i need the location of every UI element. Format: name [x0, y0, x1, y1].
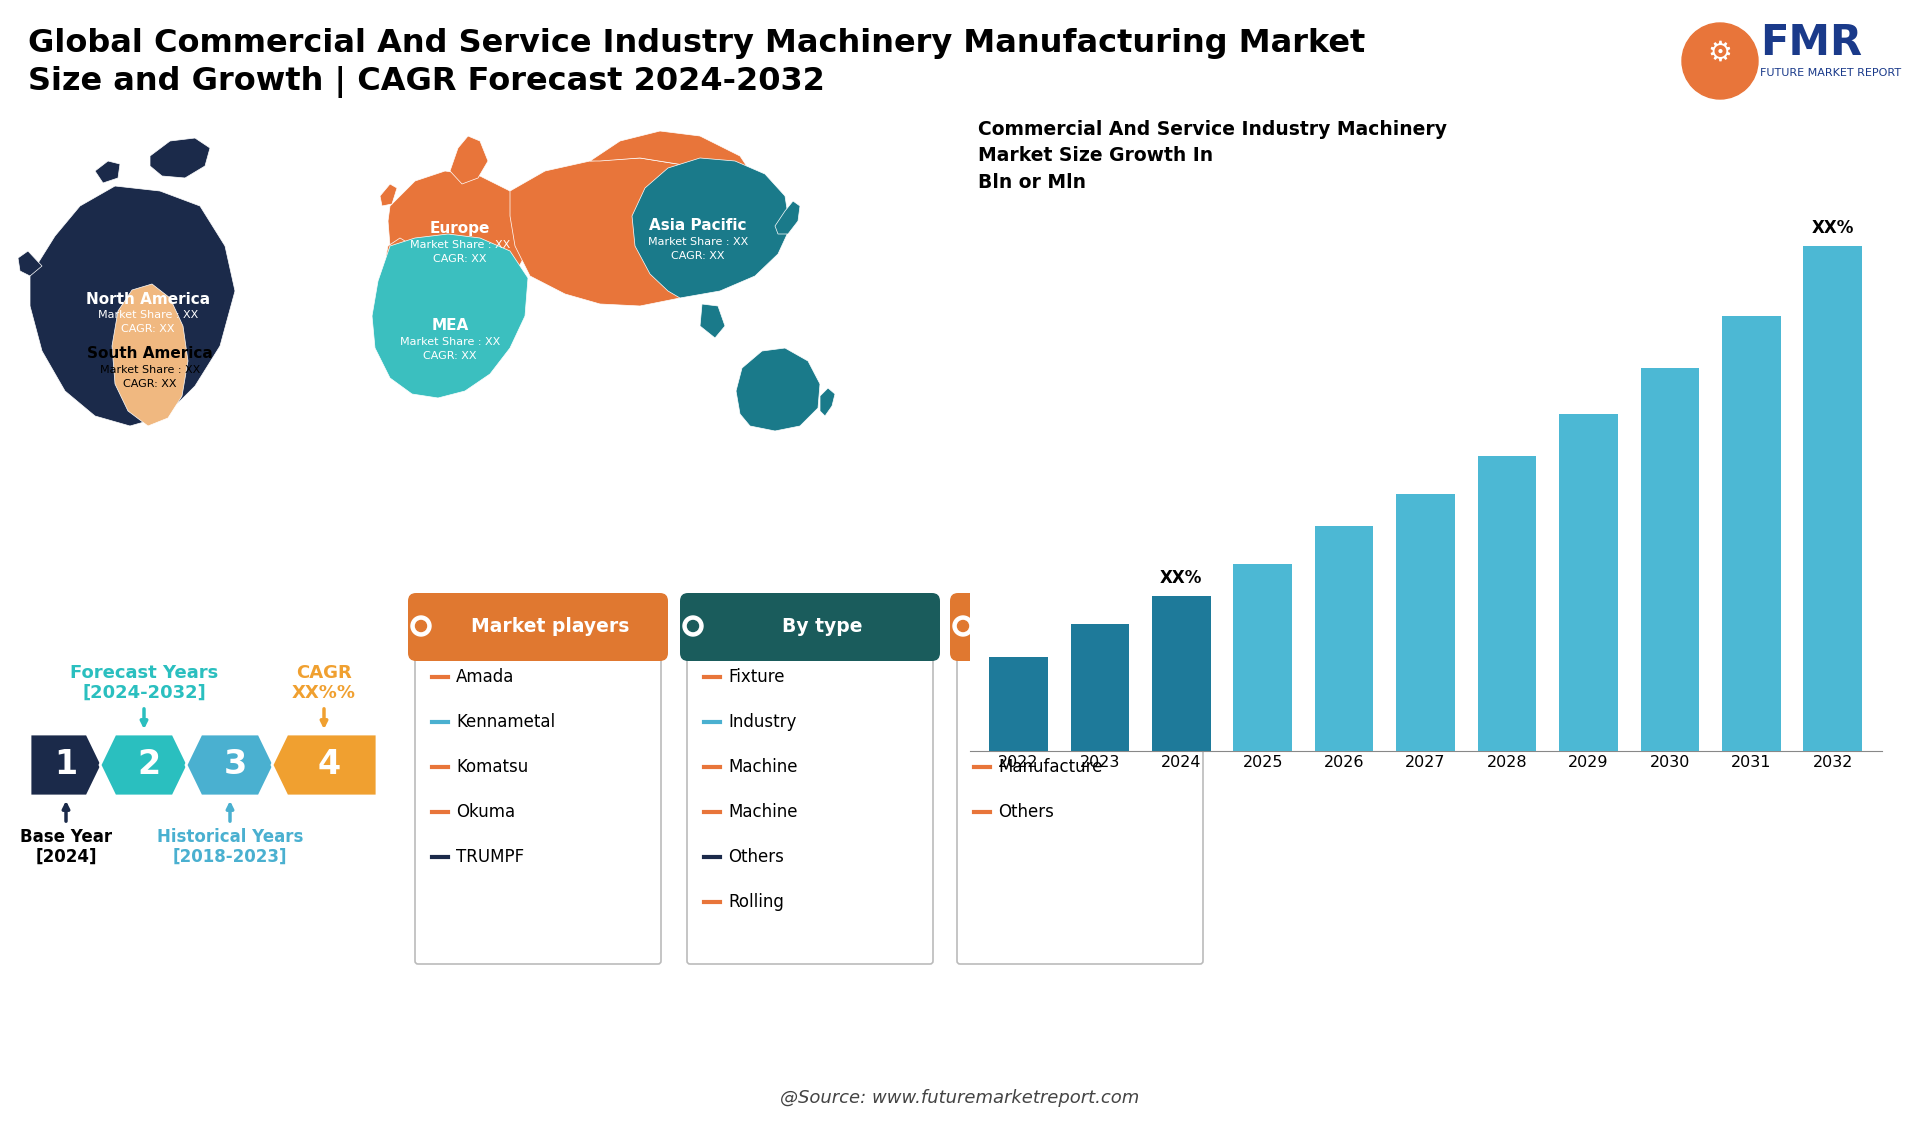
FancyBboxPatch shape	[680, 592, 941, 661]
Bar	[1640, 368, 1699, 751]
Polygon shape	[17, 251, 42, 276]
Text: Commercial And Service Industry Machinery
Market Size Growth In
Bln or Mln: Commercial And Service Industry Machiner…	[977, 120, 1448, 191]
Bar	[1478, 456, 1536, 751]
Text: North America: North America	[86, 291, 209, 306]
Text: Market Share : XX: Market Share : XX	[409, 240, 511, 250]
Text: Okuma: Okuma	[457, 803, 515, 821]
Text: Machine: Machine	[728, 758, 797, 776]
Polygon shape	[31, 733, 102, 796]
Polygon shape	[111, 284, 188, 426]
FancyBboxPatch shape	[407, 592, 668, 661]
Text: Asia Pacific: Asia Pacific	[649, 219, 747, 234]
Text: Kennametal: Kennametal	[457, 713, 555, 731]
Text: [2018-2023]: [2018-2023]	[173, 848, 288, 866]
Text: Market Share : XX: Market Share : XX	[98, 311, 198, 320]
Polygon shape	[735, 348, 820, 431]
Bar	[1315, 526, 1373, 751]
Text: ⚙: ⚙	[1707, 39, 1732, 66]
Polygon shape	[186, 733, 275, 796]
Text: CAGR: CAGR	[296, 664, 351, 682]
Text: [2024-2032]: [2024-2032]	[83, 684, 205, 702]
Polygon shape	[380, 185, 397, 206]
Polygon shape	[100, 733, 188, 796]
Text: Market Share : XX: Market Share : XX	[647, 237, 749, 248]
Polygon shape	[820, 388, 835, 416]
Text: Manufacture: Manufacture	[998, 758, 1102, 776]
Text: FUTURE MARKET REPORT: FUTURE MARKET REPORT	[1761, 68, 1901, 78]
Text: By type: By type	[781, 617, 862, 636]
Circle shape	[684, 617, 703, 636]
Polygon shape	[511, 158, 755, 306]
Text: Komatsu: Komatsu	[457, 758, 528, 776]
Text: Others: Others	[998, 803, 1054, 821]
Polygon shape	[386, 238, 411, 264]
Text: TRUMPF: TRUMPF	[457, 848, 524, 866]
Text: CAGR: XX: CAGR: XX	[422, 351, 476, 361]
Text: Automotive: Automotive	[998, 668, 1094, 686]
Text: Base Year: Base Year	[19, 829, 111, 846]
Text: Industry: Industry	[728, 713, 797, 731]
Text: Rolling: Rolling	[728, 893, 783, 911]
Text: Size and Growth | CAGR Forecast 2024-2032: Size and Growth | CAGR Forecast 2024-203…	[29, 66, 826, 99]
Bar	[989, 657, 1048, 751]
Bar	[1396, 494, 1455, 751]
FancyBboxPatch shape	[950, 592, 1210, 661]
Text: Others: Others	[728, 848, 783, 866]
Circle shape	[411, 617, 430, 636]
Polygon shape	[449, 136, 488, 185]
Polygon shape	[31, 186, 234, 426]
Text: Europe: Europe	[430, 221, 490, 236]
Text: Historical Years: Historical Years	[157, 829, 303, 846]
Circle shape	[952, 617, 973, 636]
Bar	[1803, 246, 1862, 751]
FancyBboxPatch shape	[956, 609, 1204, 964]
Circle shape	[687, 620, 699, 631]
Text: Fixture: Fixture	[728, 668, 785, 686]
Text: Market players: Market players	[470, 617, 630, 636]
Text: XX%%: XX%%	[292, 684, 355, 702]
Text: 4: 4	[319, 748, 342, 782]
Polygon shape	[94, 160, 119, 183]
Text: 2: 2	[138, 748, 161, 782]
Text: Machine: Machine	[728, 803, 797, 821]
Text: 3: 3	[223, 748, 246, 782]
Circle shape	[415, 620, 426, 631]
Polygon shape	[150, 138, 209, 178]
Text: [2024]: [2024]	[35, 848, 96, 866]
Text: By application: By application	[1016, 617, 1167, 636]
Polygon shape	[273, 733, 376, 796]
Text: Industry: Industry	[998, 713, 1066, 731]
Text: Forecast Years: Forecast Years	[69, 664, 219, 682]
Text: @Source: www.futuremarketreport.com: @Source: www.futuremarketreport.com	[780, 1089, 1140, 1107]
Text: CAGR: XX: CAGR: XX	[121, 324, 175, 333]
Text: Global Commercial And Service Industry Machinery Manufacturing Market: Global Commercial And Service Industry M…	[29, 28, 1365, 58]
Text: XX%: XX%	[1160, 570, 1202, 587]
Polygon shape	[589, 131, 760, 186]
Text: MEA: MEA	[432, 319, 468, 333]
FancyBboxPatch shape	[415, 609, 660, 964]
Bar	[1233, 564, 1292, 751]
Polygon shape	[388, 171, 530, 298]
Text: CAGR: XX: CAGR: XX	[123, 379, 177, 388]
Text: 1: 1	[54, 748, 77, 782]
Circle shape	[1682, 23, 1759, 99]
Polygon shape	[632, 158, 789, 298]
Text: South America: South America	[86, 346, 213, 361]
Bar	[1071, 625, 1129, 751]
Text: Amada: Amada	[457, 668, 515, 686]
Text: Market Share : XX: Market Share : XX	[100, 364, 200, 375]
Polygon shape	[701, 304, 726, 338]
Text: Market Share : XX: Market Share : XX	[399, 337, 499, 347]
Bar	[1152, 596, 1212, 751]
Text: FMR: FMR	[1761, 22, 1862, 64]
Circle shape	[958, 620, 968, 631]
Text: CAGR: XX: CAGR: XX	[672, 251, 724, 261]
Bar	[1559, 414, 1619, 751]
Text: XX%: XX%	[1812, 219, 1855, 237]
FancyBboxPatch shape	[687, 609, 933, 964]
Text: CAGR: XX: CAGR: XX	[434, 254, 488, 264]
Polygon shape	[372, 234, 528, 398]
Polygon shape	[776, 201, 801, 234]
Bar	[1722, 316, 1780, 751]
